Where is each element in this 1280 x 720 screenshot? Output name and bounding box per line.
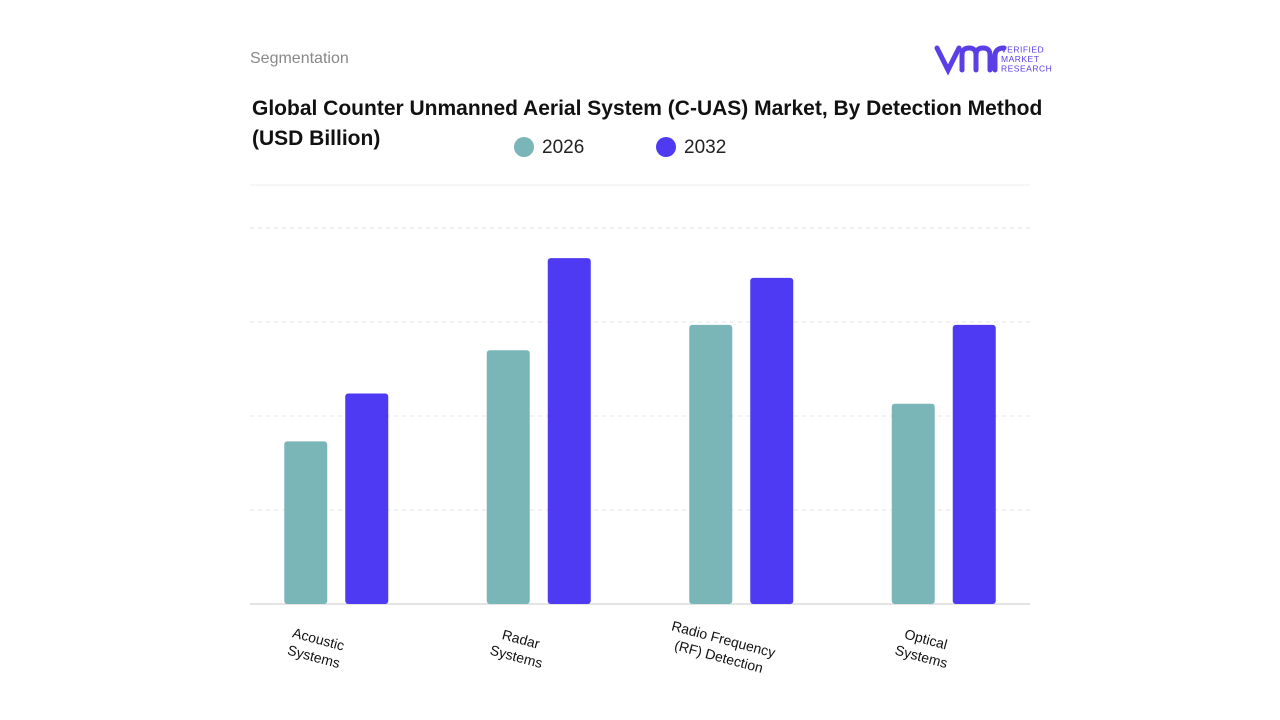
bar (547, 258, 591, 604)
bar (689, 324, 733, 604)
bar (486, 350, 530, 604)
logo (934, 45, 1007, 76)
logo-text: MARKET (1001, 54, 1039, 64)
x-tick-label: AcousticSystems (286, 624, 347, 671)
legend-marker (514, 137, 534, 157)
chart-title: Global Counter Unmanned Aerial System (C… (252, 97, 1043, 150)
bar (284, 441, 328, 604)
logo-mark (934, 45, 1007, 76)
legend-label: 2026 (542, 137, 584, 158)
x-tick-label: Radio Frequency(RF) Detection (665, 617, 777, 677)
bar (750, 277, 794, 604)
bar (345, 393, 389, 604)
x-tick-label: OpticalSystems (893, 624, 954, 671)
bar (891, 403, 935, 604)
section-label: Segmentation (250, 50, 349, 67)
logo-text: RESEARCH (1001, 63, 1052, 73)
x-tick-label: RadarSystems (488, 624, 549, 671)
legend-marker (656, 137, 676, 157)
legend-label: 2032 (684, 137, 726, 158)
bar (952, 324, 996, 604)
logo-text: VERIFIED (1001, 44, 1044, 54)
